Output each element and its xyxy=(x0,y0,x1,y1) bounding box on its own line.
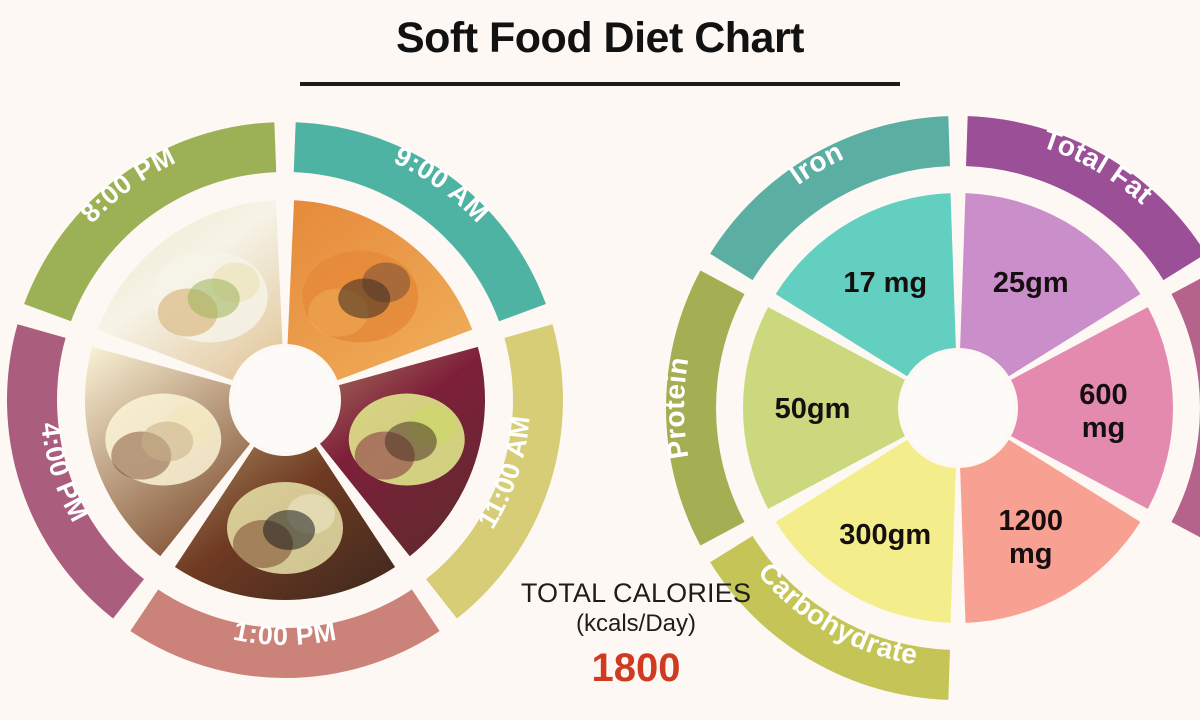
meal-time-ring-arc xyxy=(293,122,546,322)
nutrient-segment[interactable] xyxy=(710,439,956,700)
meal-wheel-hub xyxy=(233,348,337,452)
meal-food-photo xyxy=(97,200,283,381)
page-header: Soft Food Diet Chart xyxy=(0,14,1200,87)
meal-segment[interactable] xyxy=(0,110,575,710)
nutrient-segment[interactable] xyxy=(960,116,1200,377)
nutrient-value-wedge xyxy=(775,439,956,623)
title-underline-rule xyxy=(300,82,900,87)
meal-segment[interactable] xyxy=(0,110,575,710)
nutrient-ring-arc xyxy=(966,116,1200,281)
nutrient-segment[interactable] xyxy=(666,270,906,546)
nutrient-wheel-svg: Total Fat25gmCalcium600mg1200mgCarbohydr… xyxy=(659,116,1200,700)
nutrient-segment[interactable] xyxy=(1010,270,1200,545)
meal-time-ring-arc xyxy=(24,122,277,322)
nutrient-label: Protein xyxy=(659,355,694,461)
meal-time-ring-arc xyxy=(130,589,440,678)
meal-time-ring-arc xyxy=(7,324,145,619)
nutrient-ring-arc xyxy=(666,270,745,546)
nutrient-value-text: 25gm xyxy=(993,267,1069,299)
nutrient-value-wedge xyxy=(1010,307,1173,509)
meal-time-ring-arc xyxy=(425,324,563,619)
meal-food-photo xyxy=(287,200,473,381)
nutrient-value-wedge xyxy=(960,439,1141,623)
nutrient-value-wedge xyxy=(775,193,956,377)
nutrient-ring-arc xyxy=(710,535,950,700)
nutrient-ring-arc xyxy=(710,116,950,281)
total-calories-value: 1800 xyxy=(591,646,681,691)
nutrient-segment[interactable] xyxy=(960,439,1200,700)
nutrient-value-text: 600 mg xyxy=(1079,379,1127,444)
nutrient-value-text: 50gm xyxy=(775,393,851,425)
total-calories-block: TOTAL CALORIES (kcals/Day) 1800 xyxy=(498,578,774,689)
page-title: Soft Food Diet Chart xyxy=(395,14,805,62)
nutrient-value-wedge xyxy=(960,193,1141,377)
nutrient-value-text: 1200 mg xyxy=(998,505,1063,570)
nutrient-wheel-hub xyxy=(902,352,1014,464)
meal-time-label: 1:00 PM xyxy=(231,616,339,651)
meal-timing-wheel: 9:00 AM 11:00 AM 1:00 PM 4:00 PM 8:00 PM xyxy=(0,110,575,710)
nutrient-value-text: 300gm xyxy=(839,519,931,551)
nutrient-ring-arc xyxy=(1171,278,1200,538)
nutrient-value-text: 17 mg xyxy=(843,267,927,299)
total-calories-heading: TOTAL CALORIES xyxy=(520,578,752,608)
nutrient-segment[interactable] xyxy=(710,116,956,377)
nutrient-value-wedge xyxy=(743,307,906,509)
nutrient-wheel: Total Fat25gmCalcium600mg1200mgCarbohydr… xyxy=(659,108,1200,718)
total-calories-unit: (kcals/Day) xyxy=(575,610,696,638)
